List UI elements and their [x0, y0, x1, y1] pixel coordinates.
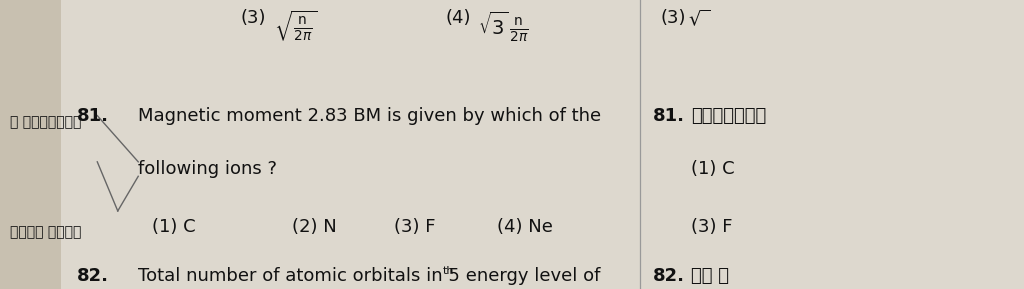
Text: (1) C: (1) C	[691, 160, 735, 178]
Text: 81.: 81.	[653, 107, 685, 125]
Text: (3): (3)	[241, 9, 266, 27]
Text: 82.: 82.	[77, 267, 109, 285]
Text: Total number of atomic orbitals in 5: Total number of atomic orbitals in 5	[138, 267, 460, 285]
Text: $\sqrt{\,}$: $\sqrt{\,}$	[688, 9, 711, 29]
Text: energy level of: energy level of	[460, 267, 600, 285]
Text: $\sqrt{3}\,\frac{\mathrm{n}}{2\pi}$: $\sqrt{3}\,\frac{\mathrm{n}}{2\pi}$	[478, 9, 529, 44]
Text: निम्निं: निम्निं	[691, 107, 766, 125]
Text: following ions ?: following ions ?	[138, 160, 278, 178]
Text: अर्थ क्या: अर्थ क्या	[10, 225, 82, 239]
Bar	[0, 0, 61, 289]
Text: $\sqrt{\frac{\mathrm{n}}{2\pi}}$: $\sqrt{\frac{\mathrm{n}}{2\pi}}$	[274, 9, 317, 43]
Text: (4): (4)	[445, 9, 471, 27]
Text: एक प: एक प	[691, 267, 729, 285]
Text: स संक्रमण: स संक्रमण	[10, 116, 82, 129]
Text: 81.: 81.	[77, 107, 109, 125]
Text: 82.: 82.	[653, 267, 685, 285]
Text: (4) Ne: (4) Ne	[497, 218, 553, 236]
Text: (2) N: (2) N	[292, 218, 337, 236]
Text: Magnetic moment 2.83 BM is given by which of the: Magnetic moment 2.83 BM is given by whic…	[138, 107, 601, 125]
Text: (3) F: (3) F	[394, 218, 436, 236]
Text: (3): (3)	[660, 9, 686, 27]
Text: (3) F: (3) F	[691, 218, 733, 236]
Text: th: th	[442, 266, 454, 276]
Text: (1) C: (1) C	[152, 218, 196, 236]
